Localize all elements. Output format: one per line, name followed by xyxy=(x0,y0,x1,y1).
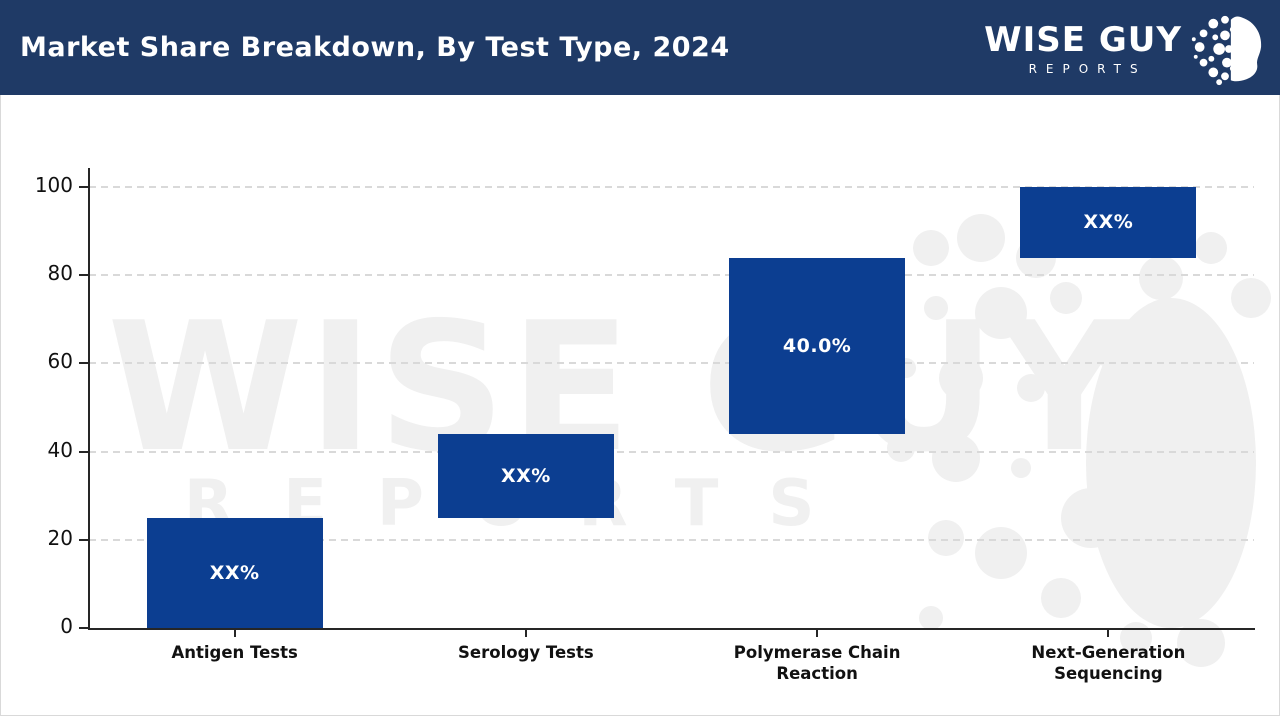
x-tick-0 xyxy=(233,630,236,637)
y-tick-80 xyxy=(79,274,88,277)
gridline-20 xyxy=(89,538,1254,541)
plot: 0 20 40 60 80 100 XX% Antigen Tests XX% Serology … xyxy=(1,95,1279,715)
watermark-face-icon xyxy=(887,214,1271,667)
bar-label: XX% xyxy=(1083,211,1134,234)
x-tick-2 xyxy=(816,630,819,637)
bar-0: XX% xyxy=(146,517,323,628)
x-category-label-1: Serology Tests xyxy=(458,643,594,662)
y-tick-label-40: 40 xyxy=(47,437,73,462)
x-category-label-3: Next-Generation Sequencing xyxy=(1031,643,1186,683)
bar-1: XX% xyxy=(437,433,614,518)
header: Market Share Breakdown, By Test Type, 20… xyxy=(0,0,1280,95)
brand-text: WISE GUY REPORTS xyxy=(984,20,1182,76)
y-tick-20 xyxy=(79,538,88,541)
brand-logo: WISE GUY REPORTS xyxy=(984,8,1264,90)
y-tick-100 xyxy=(79,186,88,188)
y-tick-label-60: 60 xyxy=(47,349,73,374)
gridline-100 xyxy=(89,186,1254,188)
chart-title: Market Share Breakdown, By Test Type, 20… xyxy=(20,32,730,63)
gridline-80 xyxy=(89,274,1254,277)
x-category-label-0: Antigen Tests xyxy=(171,643,298,662)
y-tick-label-100: 100 xyxy=(34,173,73,197)
y-tick-label-0: 0 xyxy=(60,614,73,638)
bar-label: 40.0% xyxy=(782,334,852,357)
bar-label: XX% xyxy=(500,464,551,487)
x-tick-3 xyxy=(1107,630,1110,637)
bar-label: XX% xyxy=(209,561,260,584)
y-tick-label-20: 20 xyxy=(47,525,73,550)
x-axis xyxy=(88,628,1255,630)
y-axis xyxy=(88,168,90,630)
y-tick-label-80: 80 xyxy=(47,261,73,286)
bar-2: 40.0% xyxy=(729,257,906,434)
y-tick-60 xyxy=(79,362,88,365)
brand-name: WISE GUY xyxy=(984,20,1182,61)
x-tick-1 xyxy=(524,630,527,637)
y-tick-0 xyxy=(79,627,88,629)
gridline-60 xyxy=(89,362,1254,365)
gridline-40 xyxy=(89,450,1254,453)
chart-area: WISE GUY REPORTS 020406080100XX%Antigen … xyxy=(0,95,1280,716)
bar-3: XX% xyxy=(1020,187,1197,258)
brand-face-icon xyxy=(1191,15,1262,86)
x-category-label-2: Polymerase Chain Reaction xyxy=(733,643,901,683)
brand-subtitle: REPORTS xyxy=(1028,61,1147,76)
y-tick-40 xyxy=(79,450,88,453)
